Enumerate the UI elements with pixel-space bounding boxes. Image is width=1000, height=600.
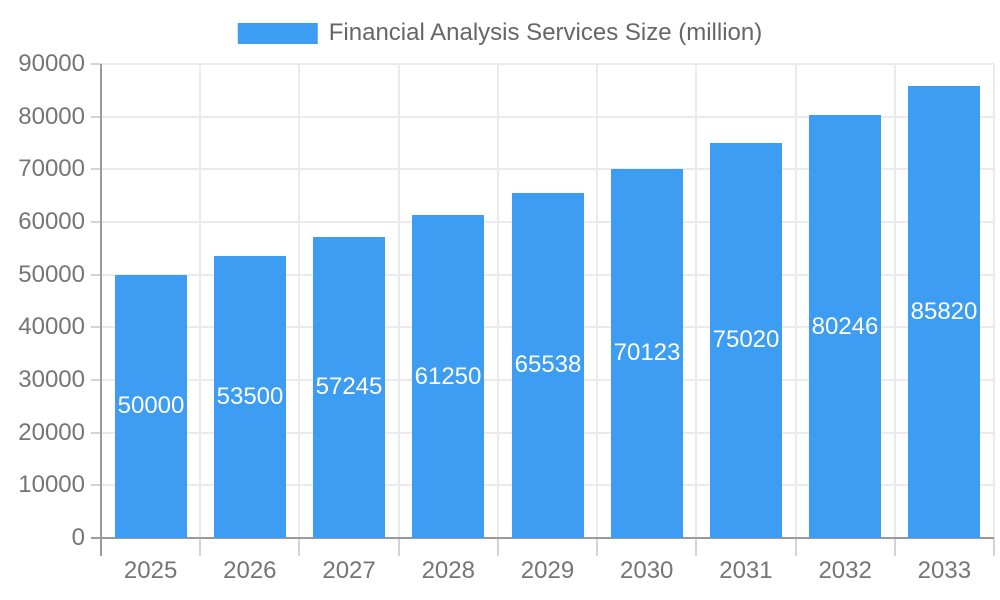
y-tick-label: 80000 xyxy=(18,102,85,130)
x-tick-label-2028: 2028 xyxy=(421,557,475,584)
bar-value-label: 65538 xyxy=(514,351,582,379)
y-axis-tick xyxy=(91,484,101,487)
bar-2030[interactable]: 70123 xyxy=(611,168,683,538)
y-tick-label: 90000 xyxy=(18,50,85,77)
x-tick-label-2025: 2025 xyxy=(123,557,178,584)
y-axis-tick xyxy=(91,431,101,434)
x-axis-tick xyxy=(893,538,896,556)
bar-2028[interactable]: 61250 xyxy=(412,215,484,538)
y-tick-label: 40000 xyxy=(18,313,85,341)
x-axis-tick xyxy=(993,538,995,556)
y-tick-label: 60000 xyxy=(18,208,85,235)
x-tick-label-2032: 2032 xyxy=(818,557,872,584)
gridline-vertical xyxy=(596,64,599,538)
y-tick-label: 10000 xyxy=(18,471,85,499)
bar-value-label: 85820 xyxy=(910,297,978,325)
y-tick-label: 70000 xyxy=(18,155,85,183)
bar-value-label: 53500 xyxy=(216,383,284,411)
x-tick-label-2026: 2026 xyxy=(223,557,277,584)
x-axis-tick xyxy=(298,538,301,556)
x-axis-tick xyxy=(695,538,698,556)
x-axis-tick xyxy=(397,538,400,556)
x-axis-tick xyxy=(794,538,797,556)
bar-2029[interactable]: 65538 xyxy=(512,192,584,538)
bar-value-label: 50000 xyxy=(117,392,185,420)
bar-2027[interactable]: 57245 xyxy=(313,236,385,538)
gridline-vertical xyxy=(893,64,896,538)
y-axis-tick xyxy=(91,326,101,329)
bar-value-label: 61250 xyxy=(414,362,482,390)
gridline-vertical xyxy=(496,64,499,538)
x-axis-tick xyxy=(496,538,499,556)
x-tick-label-2033: 2033 xyxy=(917,557,972,584)
y-tick-label: 50000 xyxy=(18,260,85,288)
x-tick-label-2030: 2030 xyxy=(620,557,674,584)
x-axis-tick xyxy=(596,538,599,556)
x-axis-line xyxy=(91,537,994,539)
gridline-vertical xyxy=(794,64,797,538)
y-axis-tick xyxy=(91,168,101,171)
bar-value-label: 70123 xyxy=(613,339,681,367)
bar-value-label: 75020 xyxy=(712,326,780,354)
gridline-vertical xyxy=(695,64,698,538)
y-tick-label: 0 xyxy=(71,524,85,551)
x-tick-label-2031: 2031 xyxy=(719,557,773,584)
bar-2033[interactable]: 85820 xyxy=(908,86,980,538)
y-axis-line xyxy=(100,64,102,556)
y-axis-tick xyxy=(91,221,101,223)
gridline-horizontal xyxy=(101,115,994,118)
gridline-horizontal xyxy=(101,63,994,65)
y-axis-tick xyxy=(91,63,101,65)
gridline-vertical xyxy=(993,64,995,538)
x-tick-label-2027: 2027 xyxy=(322,557,376,584)
bar-2032[interactable]: 80246 xyxy=(809,115,881,538)
legend-swatch xyxy=(237,22,318,44)
x-tick-label-2029: 2029 xyxy=(520,557,575,584)
x-axis-tick xyxy=(199,538,202,556)
bar-2026[interactable]: 53500 xyxy=(214,256,286,538)
gridline-vertical xyxy=(298,64,301,538)
y-tick-label: 30000 xyxy=(18,366,85,393)
chart-legend[interactable]: Financial Analysis Services Size (millio… xyxy=(237,19,763,47)
bar-2031[interactable]: 75020 xyxy=(710,142,782,538)
bar-value-label: 57245 xyxy=(315,373,383,401)
legend-label: Financial Analysis Services Size (millio… xyxy=(328,19,763,46)
y-axis-tick xyxy=(91,379,101,381)
bar-value-label: 80246 xyxy=(811,312,879,340)
y-axis-tick xyxy=(91,273,101,276)
gridline-horizontal xyxy=(101,168,994,171)
y-tick-label: 20000 xyxy=(18,418,85,446)
bar-2025[interactable]: 50000 xyxy=(115,274,187,538)
gridline-vertical xyxy=(199,64,202,538)
y-axis-tick xyxy=(91,115,101,118)
gridline-vertical xyxy=(397,64,400,538)
